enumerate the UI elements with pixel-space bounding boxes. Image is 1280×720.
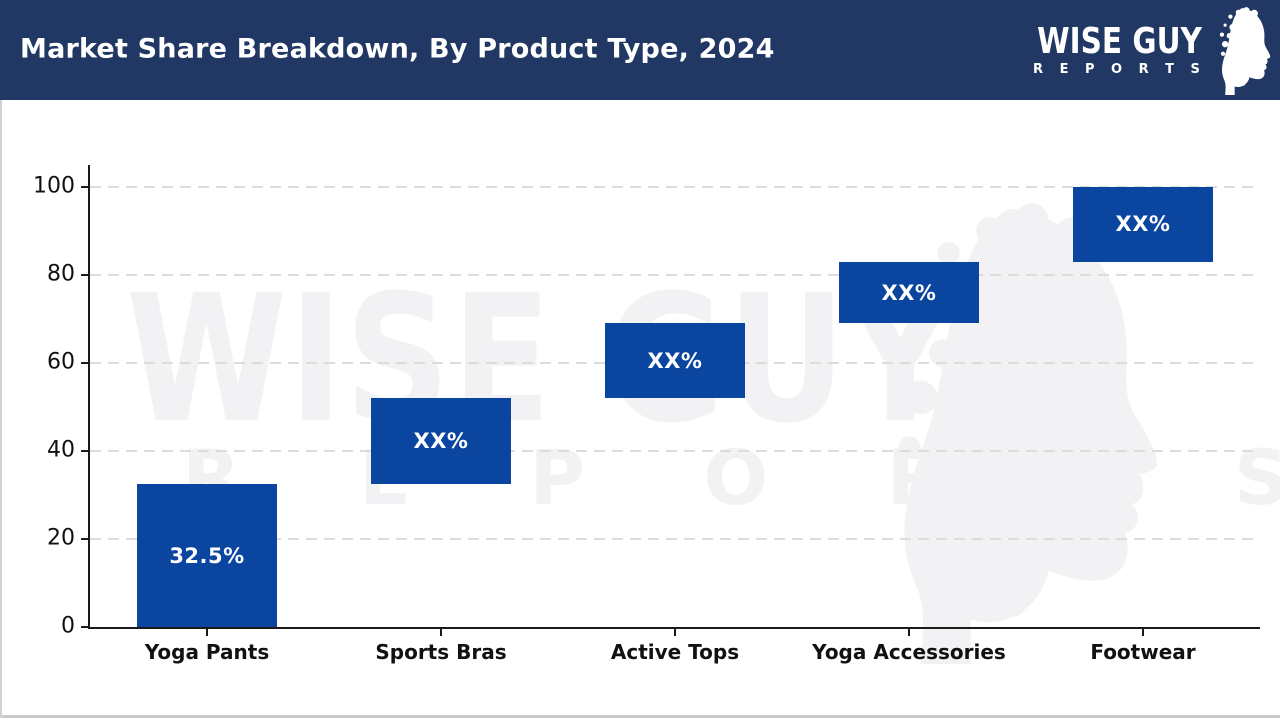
wiseguy-logo: WISE GUY R E P O R T S: [1019, 4, 1274, 96]
y-tick-mark-40: [81, 450, 88, 452]
bar-yoga-accessories: XX%: [839, 261, 979, 324]
gridline-40: [90, 450, 1260, 452]
wiseguy-logo-text: WISE GUY R E P O R T S: [1019, 21, 1220, 77]
x-axis-label-1: Sports Bras: [375, 640, 507, 664]
x-tick-mark-2: [674, 629, 676, 636]
y-tick-mark-60: [81, 362, 88, 364]
y-axis-spine: [88, 165, 90, 629]
y-tick-label-80: 80: [47, 261, 75, 287]
bar-active-tops: XX%: [605, 323, 745, 399]
y-tick-label-20: 20: [47, 525, 75, 551]
y-tick-mark-0: [81, 626, 88, 628]
bar-footwear: XX%: [1073, 187, 1213, 262]
x-axis-label-0: Yoga Pants: [144, 640, 270, 664]
y-tick-label-0: 0: [61, 613, 75, 639]
bar-value-label: XX%: [1115, 212, 1171, 237]
y-tick-label-60: 60: [47, 349, 75, 375]
y-tick-label-40: 40: [47, 437, 75, 463]
x-axis-label-3: Yoga Accessories: [812, 640, 1006, 664]
gridline-80: [90, 274, 1260, 276]
bar-sports-bras: XX%: [371, 398, 511, 484]
bottom-border: [2, 715, 1280, 718]
x-axis-label-4: Footwear: [1090, 640, 1196, 664]
gridline-20: [90, 538, 1260, 540]
x-axis-label-2: Active Tops: [610, 640, 740, 664]
x-tick-mark-3: [908, 629, 910, 636]
y-tick-mark-100: [81, 186, 88, 188]
bar-yoga-pants: 32.5%: [137, 484, 277, 627]
y-tick-mark-20: [81, 538, 88, 540]
y-tick-label-100: 100: [33, 173, 75, 199]
bar-value-label: 32.5%: [169, 543, 245, 568]
header-banner: Market Share Breakdown, By Product Type,…: [0, 0, 1280, 100]
x-tick-mark-1: [440, 629, 442, 636]
chart-title: Market Share Breakdown, By Product Type,…: [20, 33, 775, 65]
gridline-100: [90, 186, 1260, 188]
wiseguy-face-icon: [1219, 7, 1271, 95]
bar-value-label: XX%: [881, 280, 937, 305]
y-tick-mark-80: [81, 274, 88, 276]
x-tick-mark-0: [206, 629, 208, 636]
logo-subtitle: R E P O R T S: [1033, 62, 1206, 77]
x-axis-line: [88, 627, 1260, 629]
logo-wordmark: WISE GUY: [1037, 21, 1202, 62]
bar-value-label: XX%: [647, 348, 703, 373]
bar-value-label: XX%: [413, 429, 469, 454]
x-tick-mark-4: [1142, 629, 1144, 636]
